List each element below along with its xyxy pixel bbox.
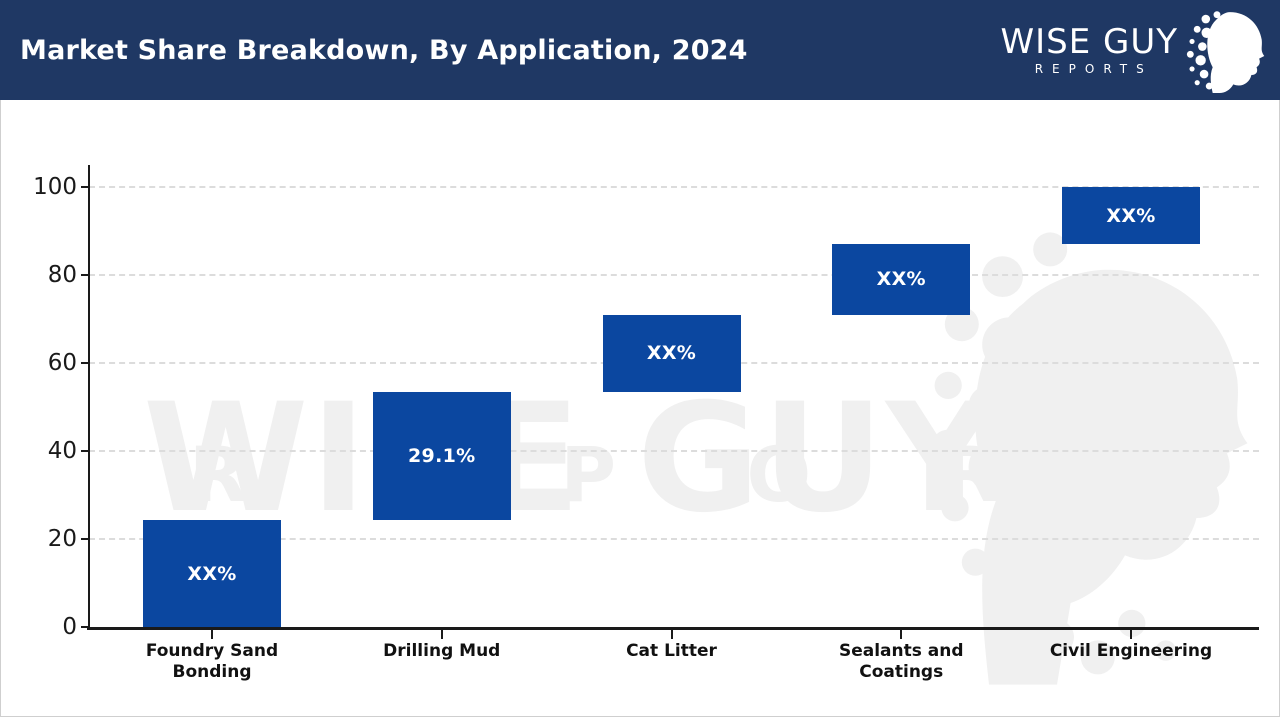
brand-name: WISE GUY <box>1000 22 1178 62</box>
y-tick-label-20: 20 <box>47 526 77 552</box>
bar-value-label: XX% <box>1106 204 1156 227</box>
gridline-40 <box>89 450 1259 452</box>
bar-sealants-and-coatings: XX% <box>832 244 971 315</box>
bar-value-label: XX% <box>876 268 926 291</box>
y-tick-label-60: 60 <box>47 350 77 376</box>
watermark-wordmark: WISE GUY <box>143 372 997 546</box>
page-title: Market Share Breakdown, By Application, … <box>20 34 748 66</box>
x-tick-1 <box>440 630 443 639</box>
x-axis-line <box>87 627 1259 630</box>
brand-logo: WISE GUY REPORTS <box>1000 7 1266 93</box>
y-tick-label-80: 80 <box>47 262 77 288</box>
gridline-20 <box>89 538 1259 540</box>
watermark-face-icon <box>931 232 1248 685</box>
y-tick-label-100: 100 <box>33 174 77 200</box>
bar-foundry-sand-bonding: XX% <box>143 520 281 627</box>
x-tick-2 <box>670 630 673 639</box>
x-category-label: Civil Engineering <box>1049 641 1213 661</box>
y-tick-60 <box>81 362 89 364</box>
y-tick-20 <box>81 538 89 540</box>
y-tick-label-40: 40 <box>47 438 77 464</box>
bar-value-label: 29.1% <box>408 445 476 468</box>
header-band: Market Share Breakdown, By Application, … <box>0 0 1280 100</box>
y-tick-80 <box>81 274 89 276</box>
y-tick-0 <box>81 626 89 628</box>
brand-logo-text: WISE GUY REPORTS <box>1000 25 1178 75</box>
gridline-80 <box>89 274 1259 276</box>
bar-value-label: XX% <box>187 562 237 585</box>
x-tick-4 <box>1130 630 1132 639</box>
x-category-label: Foundry Sand Bonding <box>145 641 279 682</box>
bar-drilling-mud: 29.1% <box>372 392 511 521</box>
x-category-label: Sealants and Coatings <box>838 641 964 682</box>
x-tick-0 <box>211 630 213 639</box>
y-tick-label-0: 0 <box>62 614 77 640</box>
gridline-100 <box>89 186 1259 188</box>
x-category-label: Drilling Mud <box>383 641 501 661</box>
y-tick-40 <box>81 450 89 452</box>
x-category-label: Cat Litter <box>626 641 717 661</box>
bar-civil-engineering: XX% <box>1062 187 1200 245</box>
y-axis-line <box>88 165 90 630</box>
y-tick-100 <box>81 186 89 188</box>
bar-cat-litter: XX% <box>602 314 741 393</box>
chart-area: WISE GUY R E P O R T S 020406080100XX%Fo… <box>0 100 1280 717</box>
x-tick-3 <box>900 630 903 639</box>
bar-value-label: XX% <box>646 342 697 365</box>
brand-face-icon <box>1186 11 1265 93</box>
brand-subname: REPORTS <box>1034 62 1153 76</box>
